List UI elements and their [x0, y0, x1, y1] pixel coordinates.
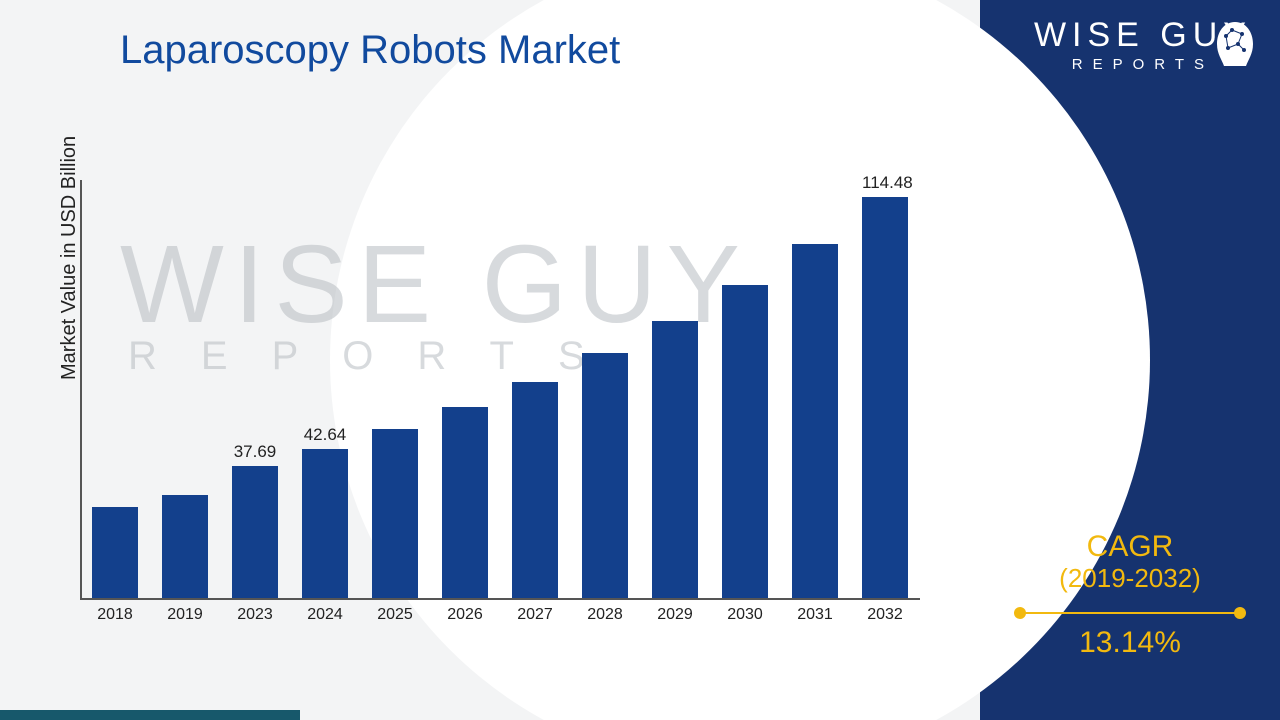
brand-logo-head-icon — [1212, 20, 1258, 76]
bar-x-label: 2028 — [570, 606, 640, 624]
bar-group: 37.692023 — [232, 466, 278, 598]
bar-group: 114.482032 — [862, 197, 908, 598]
cagr-title: CAGR — [1010, 530, 1250, 565]
bar-x-label: 2029 — [640, 606, 710, 624]
bar-value-label: 114.48 — [862, 173, 908, 193]
bar-value-label: 37.69 — [232, 442, 278, 462]
bar-group: 2030 — [722, 285, 768, 598]
bar — [722, 285, 768, 598]
bar-value-label: 42.64 — [302, 425, 348, 445]
bar-group: 2029 — [652, 321, 698, 598]
brand-logo: WISE GUY REPORTS — [992, 18, 1252, 73]
bar-group: 2031 — [792, 244, 838, 598]
bar — [582, 353, 628, 598]
bar-group: 42.642024 — [302, 449, 348, 598]
bar — [792, 244, 838, 598]
bar — [652, 321, 698, 598]
bottom-accent-bar — [0, 710, 300, 720]
bar-x-label: 2023 — [220, 606, 290, 624]
bar-group: 2018 — [92, 507, 138, 598]
bar-group: 2026 — [442, 407, 488, 598]
bar-group: 2019 — [162, 495, 208, 598]
bar-x-label: 2026 — [430, 606, 500, 624]
bar-chart: 2018 2019 37.692023 42.642024 2025 2026 2027 20… — [80, 180, 920, 600]
bar-group: 2027 — [512, 382, 558, 598]
bar-x-label: 2032 — [850, 606, 920, 624]
bar-x-label: 2030 — [710, 606, 780, 624]
bar-group: 2025 — [372, 429, 418, 598]
cagr-range: (2019-2032) — [1010, 564, 1250, 594]
bar — [162, 495, 208, 598]
bar-x-label: 2018 — [80, 606, 150, 624]
bar — [512, 382, 558, 598]
bar-x-label: 2027 — [500, 606, 570, 624]
bar-x-label: 2019 — [150, 606, 220, 624]
bar-group: 2028 — [582, 353, 628, 598]
bar — [442, 407, 488, 598]
bar-x-label: 2024 — [290, 606, 360, 624]
chart-title: Laparoscopy Robots Market — [120, 28, 620, 73]
bar — [862, 197, 908, 598]
bar — [92, 507, 138, 598]
bar-x-label: 2025 — [360, 606, 430, 624]
bar-x-label: 2031 — [780, 606, 850, 624]
bar — [372, 429, 418, 598]
cagr-divider-icon — [1020, 612, 1240, 614]
cagr-block: CAGR (2019-2032) 13.14% — [1010, 530, 1250, 660]
bar — [302, 449, 348, 598]
cagr-value: 13.14% — [1010, 626, 1250, 660]
y-axis-label: Market Value in USD Billion — [58, 136, 81, 380]
bar — [232, 466, 278, 598]
